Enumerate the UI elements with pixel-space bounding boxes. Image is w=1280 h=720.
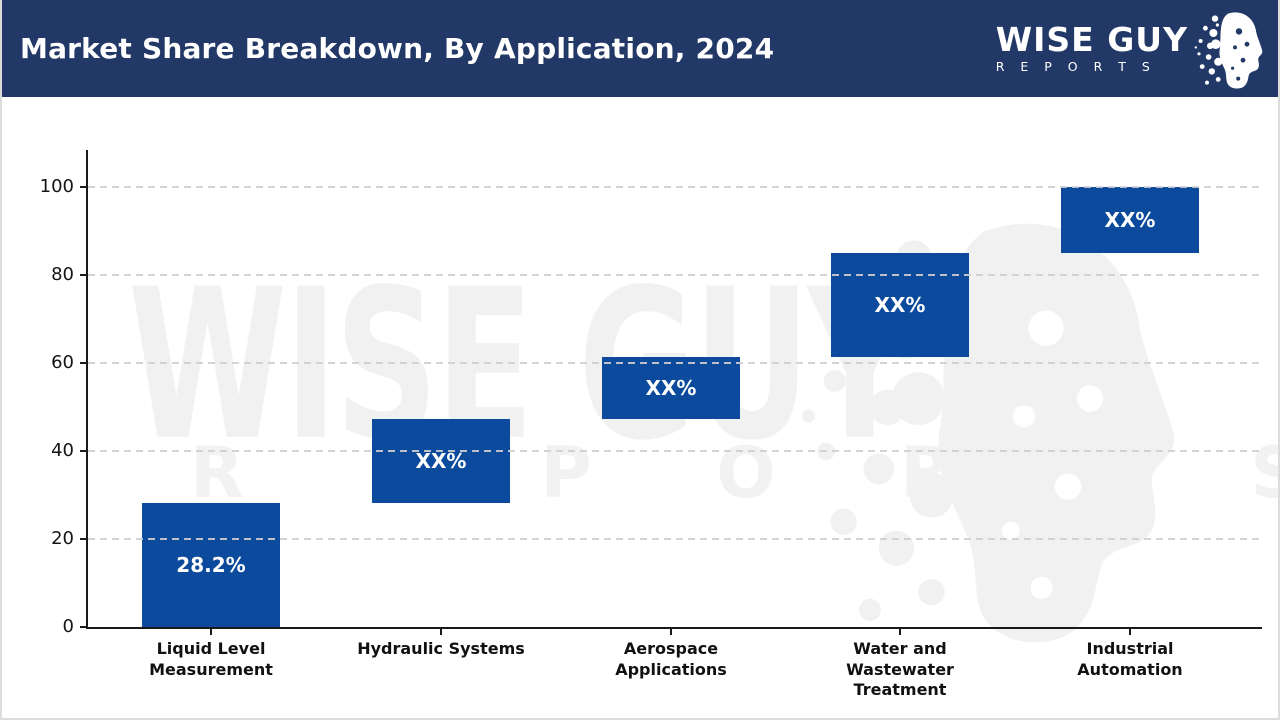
category-label-line: Hydraulic Systems xyxy=(357,639,525,658)
y-tick-label: 0 xyxy=(62,616,74,637)
y-tick-label: 60 xyxy=(51,352,74,373)
page-title: Market Share Breakdown, By Application, … xyxy=(20,32,775,65)
y-gridline xyxy=(88,274,1262,276)
y-tick-mark xyxy=(80,450,88,452)
x-tick-mark xyxy=(1129,629,1131,635)
y-tick-mark xyxy=(80,626,88,628)
waterfall-bar xyxy=(602,357,740,420)
x-tick-mark xyxy=(210,629,212,635)
y-tick-label: 40 xyxy=(51,440,74,461)
category-label: Industrial Automation xyxy=(1015,639,1245,680)
waterfall-bar xyxy=(831,253,969,358)
category-label: Water and Wastewater Treatment xyxy=(785,639,1015,701)
waterfall-bar xyxy=(372,419,510,503)
x-tick-mark xyxy=(670,629,672,635)
category-label-line: Industrial xyxy=(1086,639,1174,658)
wiseguy-logo: WISE GUY R E P O R T S xyxy=(996,9,1264,89)
watermark-wordmark: WISE GUY xyxy=(128,244,912,486)
waterfall-bar xyxy=(1061,187,1199,253)
category-label-line: Water and xyxy=(853,639,947,658)
wiseguy-logo-wordmark: WISE GUY xyxy=(995,20,1188,59)
y-gridline xyxy=(88,362,1262,364)
category-label-line: Treatment xyxy=(853,680,947,699)
category-label: Liquid Level Measurement xyxy=(96,639,326,680)
category-label-line: Applications xyxy=(615,659,727,679)
y-tick-label: 80 xyxy=(51,264,74,285)
header-bar: Market Share Breakdown, By Application, … xyxy=(0,0,1280,97)
y-gridline xyxy=(88,186,1262,188)
category-label-line: Aerospace xyxy=(623,639,719,658)
x-axis-line xyxy=(86,627,1262,629)
category-label-line: Liquid Level xyxy=(156,639,266,658)
y-tick-mark xyxy=(80,362,88,364)
x-tick-mark xyxy=(899,629,901,635)
y-tick-label: 20 xyxy=(51,528,74,549)
y-tick-mark xyxy=(80,274,88,276)
wiseguy-logo-subtitle: R E P O R T S xyxy=(995,59,1156,74)
bar-value-label: XX% xyxy=(874,293,926,318)
y-axis-line xyxy=(86,150,88,629)
x-tick-mark xyxy=(440,629,442,635)
y-tick-mark xyxy=(80,538,88,540)
wiseguy-head-icon xyxy=(1194,11,1263,89)
bar-value-label: XX% xyxy=(415,449,467,474)
bar-value-label: XX% xyxy=(645,376,697,401)
wiseguy-logo-text: WISE GUY R E P O R T S xyxy=(996,23,1188,74)
category-label-line: Automation xyxy=(1077,659,1183,679)
y-gridline xyxy=(88,450,1262,452)
category-label: Hydraulic Systems xyxy=(326,639,556,660)
waterfall-bar xyxy=(142,502,280,627)
y-tick-label: 100 xyxy=(39,176,74,197)
category-label-line: Measurement xyxy=(149,659,273,679)
y-tick-mark xyxy=(80,186,88,188)
bar-value-label: 28.2% xyxy=(176,552,246,577)
category-label: Aerospace Applications xyxy=(556,639,786,680)
bar-value-label: XX% xyxy=(1104,208,1156,232)
category-label-line: Wastewater xyxy=(846,659,954,679)
y-gridline xyxy=(88,538,1262,540)
